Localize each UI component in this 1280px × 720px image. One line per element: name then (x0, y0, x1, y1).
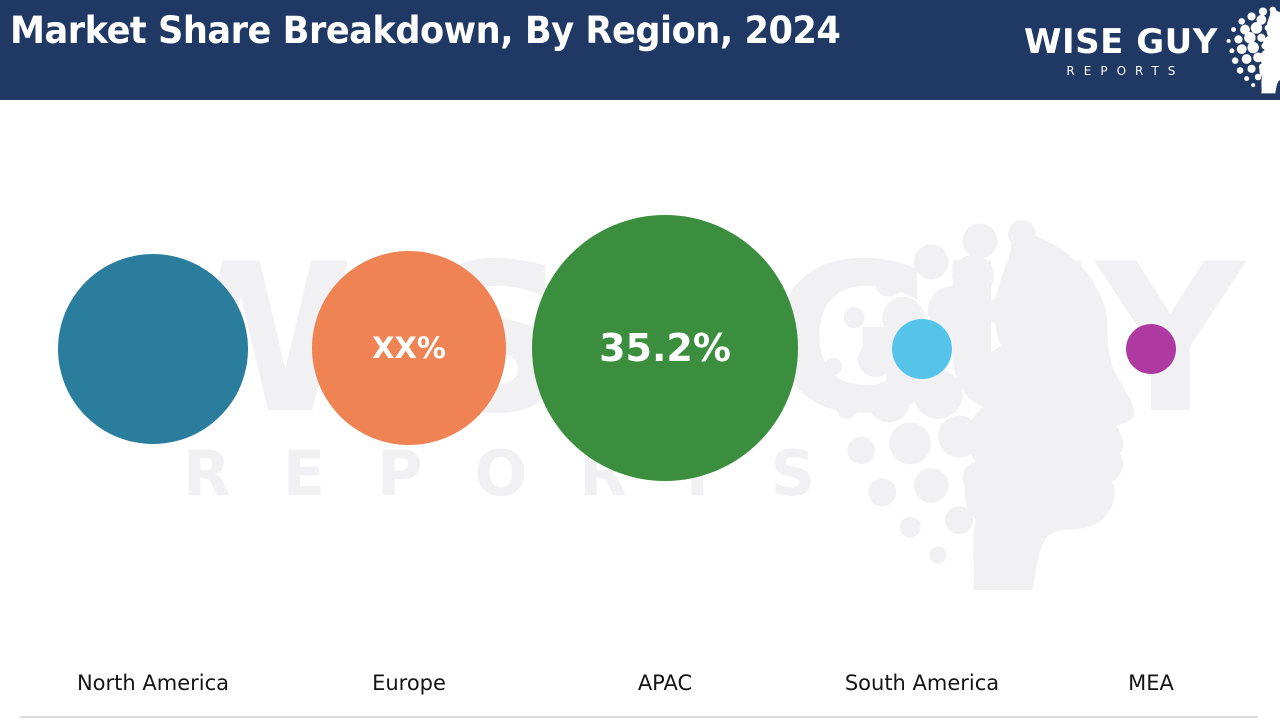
category-label-north-america: North America (76, 671, 230, 695)
bubble-mea (1126, 324, 1176, 374)
bubble-north-america (58, 254, 248, 444)
watermark-head-icon (824, 219, 1135, 591)
category-label-south-america: South America (844, 671, 1000, 695)
bubble-south-america (892, 319, 952, 379)
page-title: Market Share Breakdown, By Region, 2024 (10, 9, 841, 52)
bubble-europe: XX% (312, 251, 506, 445)
logo-brand-sub: REPORTS (1066, 64, 1185, 78)
logo-text: WISE GUY REPORTS (1024, 22, 1218, 78)
watermark-brand-sub: REPORTS (183, 437, 868, 510)
category-label-apac: APAC (637, 671, 693, 695)
bubble-value-apac: 35.2% (599, 326, 731, 370)
bubble-apac: 35.2% (532, 215, 798, 481)
wise-guy-reports-logo: WISE GUY REPORTS (1024, 4, 1280, 96)
header-band: Market Share Breakdown, By Region, 2024 … (0, 0, 1280, 100)
logo-head-icon (1226, 6, 1280, 94)
category-label-mea: MEA (1128, 671, 1174, 695)
category-label-europe: Europe (372, 671, 446, 695)
logo-brand-name: WISE GUY (1024, 22, 1218, 62)
chart-baseline (20, 716, 1258, 718)
bubble-value-europe: XX% (372, 331, 446, 365)
